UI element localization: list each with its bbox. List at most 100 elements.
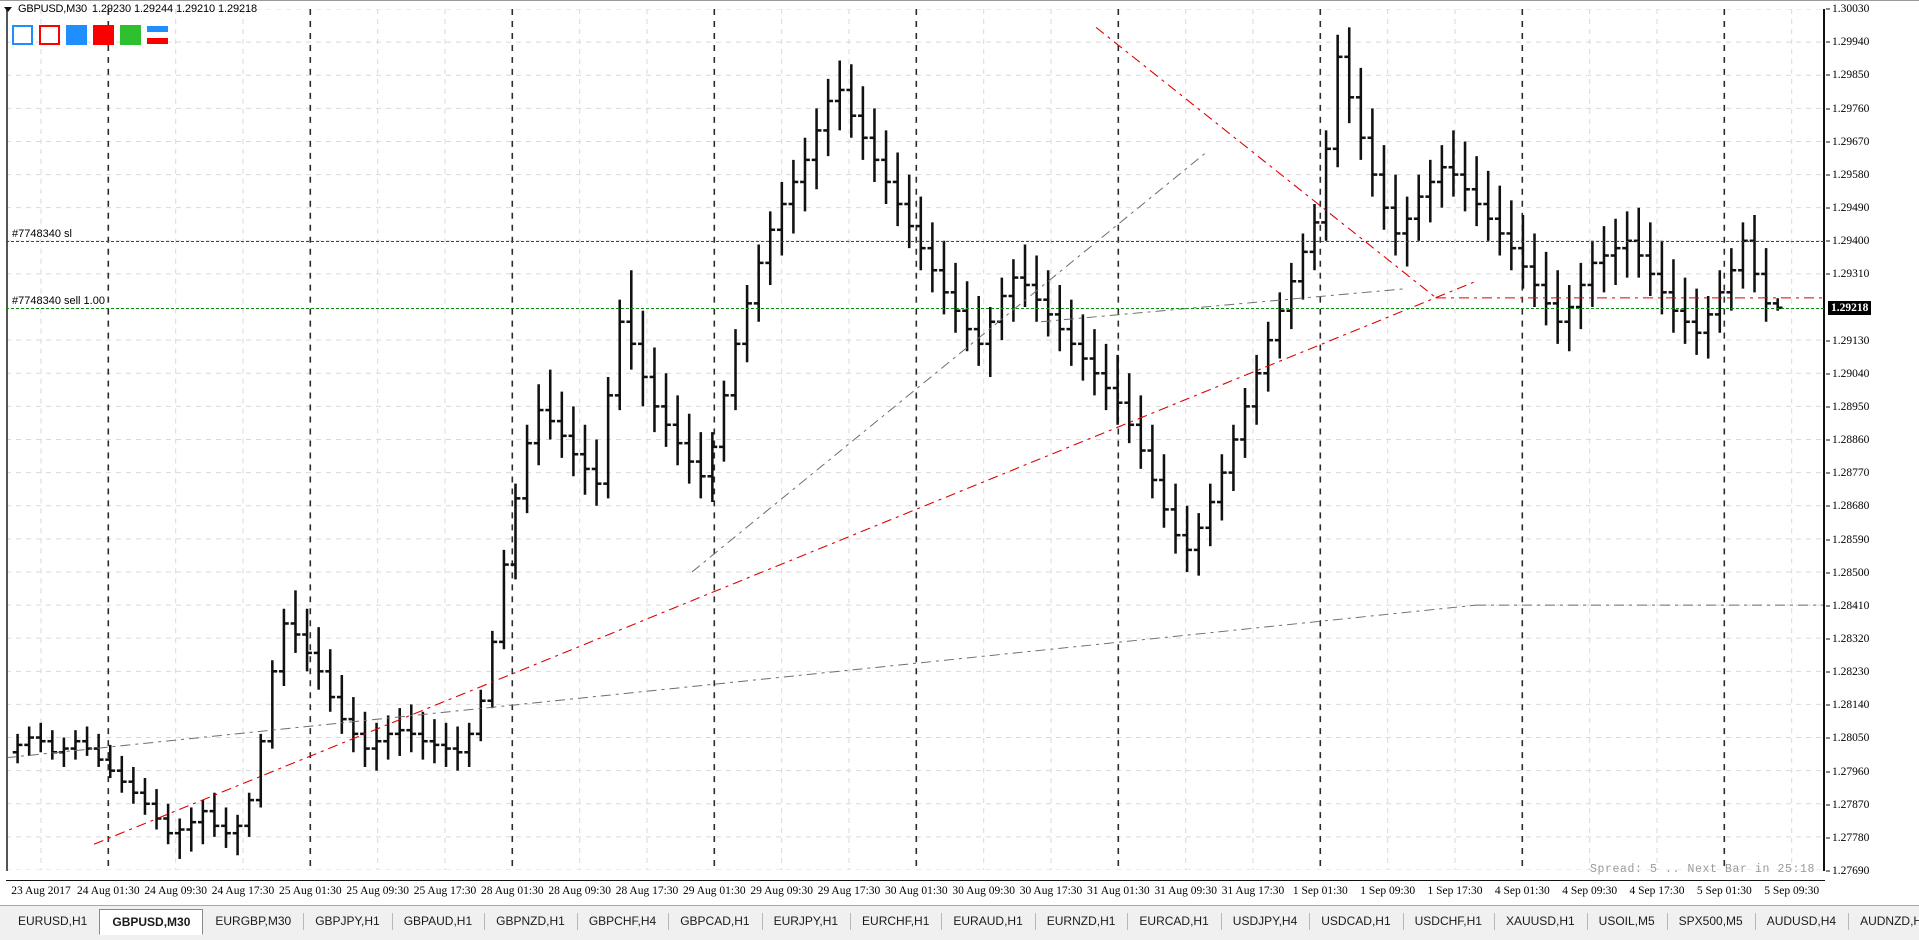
- chart-tab-gbpjpy-h1[interactable]: GBPJPY,H1: [303, 910, 392, 934]
- price-axis-label: 1.29940: [1832, 36, 1870, 49]
- time-axis-label: 25 Aug 09:30: [346, 885, 409, 897]
- spread-status-text: Spread: 5 .. Next Bar in 25:18: [1589, 863, 1815, 876]
- price-axis-label: 1.28590: [1832, 533, 1870, 546]
- price-axis[interactable]: 1.30030 1.29940 1.29850 1.29760 1.29670 1.295…: [1826, 1, 1919, 881]
- price-tick: [1826, 273, 1830, 275]
- time-axis-label: 28 Aug 17:30: [615, 885, 679, 897]
- price-axis-label: 1.29130: [1832, 334, 1870, 347]
- time-axis-label: 31 Aug 09:30: [1154, 885, 1217, 897]
- time-axis-label: 29 Aug 01:30: [682, 885, 746, 897]
- left-axis-rule: [6, 9, 8, 871]
- price-tick: [1826, 373, 1830, 375]
- red-swatch[interactable]: [93, 25, 114, 45]
- time-axis-label: 28 Aug 01:30: [480, 885, 544, 897]
- price-tick: [1826, 108, 1830, 109]
- price-tick: [1826, 8, 1830, 10]
- price-axis-label: 1.28140: [1832, 699, 1870, 712]
- chart-tab-audusd-h4[interactable]: AUDUSD,H4: [1754, 910, 1849, 934]
- time-axis-label: 4 Sep 17:30: [1629, 885, 1685, 897]
- chart-tab-gbpchf-h4[interactable]: GBPCHF,H4: [576, 910, 669, 934]
- time-axis-label: 25 Aug 17:30: [413, 885, 477, 897]
- chart-tab-gbpaud-h1[interactable]: GBPAUD,H1: [391, 910, 485, 934]
- chart-tab-eurcad-h1[interactable]: EURCAD,H1: [1127, 910, 1221, 934]
- price-tick: [1826, 704, 1830, 706]
- price-tick: [1826, 804, 1830, 806]
- chart-tab-gbpnzd-h1[interactable]: GBPNZD,H1: [484, 910, 577, 934]
- time-axis-label: 1 Sep 09:30: [1360, 885, 1416, 897]
- price-tick: [1826, 340, 1830, 341]
- hollow-blue-swatch[interactable]: [12, 25, 33, 45]
- time-axis-label: 28 Aug 09:30: [548, 885, 611, 897]
- price-axis-label: 1.28680: [1832, 500, 1870, 513]
- price-tick: [1826, 41, 1830, 43]
- trendline-overlays[interactable]: [6, 9, 1824, 870]
- price-axis-label: 1.27690: [1832, 865, 1870, 877]
- triangle-down-icon[interactable]: [4, 6, 12, 12]
- chart-window[interactable]: GBPUSD,M30 1.29230 1.29244 1.29210 1.292…: [0, 0, 1919, 905]
- price-axis-label: 1.29400: [1832, 235, 1870, 248]
- price-axis-label: 1.27870: [1832, 798, 1870, 811]
- price-tick: [1826, 539, 1830, 540]
- price-axis-label: 1.30030: [1832, 3, 1870, 15]
- price-tick: [1826, 572, 1830, 574]
- time-axis[interactable]: 23 Aug 2017 24 Aug 01:30 24 Aug 09:30 24 Au…: [0, 882, 1825, 906]
- chart-tab-eurjpy-h1[interactable]: EURJPY,H1: [761, 910, 851, 934]
- chart-tab-spx500-m5[interactable]: SPX500,M5: [1666, 910, 1755, 934]
- time-axis-label: 29 Aug 17:30: [817, 885, 881, 897]
- price-tick: [1826, 605, 1830, 607]
- time-axis-label: 30 Aug 09:30: [952, 885, 1015, 897]
- price-tick: [1826, 870, 1830, 872]
- price-axis-label: 1.28230: [1832, 666, 1870, 679]
- time-axis-label: 1 Sep 17:30: [1427, 885, 1483, 897]
- hollow-red-swatch[interactable]: [39, 25, 60, 45]
- green-swatch[interactable]: [120, 25, 141, 45]
- chart-tab-usdcad-h1[interactable]: USDCAD,H1: [1309, 910, 1403, 934]
- price-axis-label: 1.28860: [1832, 434, 1870, 446]
- time-axis-label: 30 Aug 01:30: [884, 885, 948, 897]
- blue-red-split-swatch[interactable]: [147, 25, 168, 45]
- price-axis-label: 1.28500: [1832, 566, 1870, 579]
- time-axis-label: 31 Aug 17:30: [1221, 885, 1285, 897]
- time-axis-label: 29 Aug 09:30: [750, 885, 813, 897]
- chart-tab-usdjpy-h4[interactable]: USDJPY,H4: [1220, 910, 1310, 934]
- chart-tab-eurusd-h1[interactable]: EURUSD,H1: [6, 910, 100, 934]
- chart-gridlines: [6, 9, 1824, 870]
- chart-tab-usoil-m5[interactable]: USOIL,M5: [1586, 910, 1667, 934]
- blue-swatch[interactable]: [66, 25, 87, 45]
- color-swatch-toolbar[interactable]: [12, 25, 168, 45]
- chart-tab-eurnzd-h1[interactable]: EURNZD,H1: [1034, 910, 1128, 934]
- price-axis-label: 1.29490: [1832, 201, 1870, 214]
- price-bars: [12, 27, 1783, 859]
- price-axis-label: 1.27780: [1832, 831, 1870, 844]
- right-axis-rule: [1823, 9, 1825, 871]
- chart-tab-gbpusd-m30[interactable]: GBPUSD,M30: [99, 909, 204, 935]
- price-axis-label: 1.27960: [1832, 765, 1870, 778]
- chart-tab-eurchf-h1[interactable]: EURCHF,H1: [850, 910, 942, 934]
- chart-tab-eurgbp-m30[interactable]: EURGBP,M30: [203, 910, 304, 934]
- price-tick: [1826, 207, 1830, 209]
- chart-tab-euraud-h1[interactable]: EURAUD,H1: [941, 910, 1035, 934]
- chart-plot-area[interactable]: [6, 9, 1824, 870]
- chart-tab-usdchf-h1[interactable]: USDCHF,H1: [1402, 910, 1494, 934]
- current-price-label: 1.29218: [1828, 301, 1872, 316]
- price-axis-label: 1.29040: [1832, 367, 1870, 380]
- price-axis-label: 1.29580: [1832, 168, 1870, 181]
- time-axis-label: 5 Sep 01:30: [1696, 885, 1752, 897]
- price-tick: [1826, 737, 1830, 739]
- chart-tab-audnzd-h1[interactable]: AUDNZD,H1: [1848, 910, 1919, 934]
- price-axis-label: 1.28770: [1832, 467, 1870, 480]
- price-tick: [1826, 74, 1830, 76]
- chart-title-bar: GBPUSD,M30 1.29230 1.29244 1.29210 1.292…: [4, 2, 257, 16]
- price-tick: [1826, 472, 1830, 474]
- time-axis-label: 24 Aug 09:30: [144, 885, 207, 897]
- price-tick: [1826, 439, 1830, 441]
- price-axis-label: 1.28410: [1832, 599, 1870, 612]
- time-axis-label: 30 Aug 17:30: [1019, 885, 1083, 897]
- chart-tab-gbpcad-h1[interactable]: GBPCAD,H1: [668, 910, 762, 934]
- time-axis-label: 23 Aug 2017: [11, 885, 71, 897]
- chart-tab-xauusd-h1[interactable]: XAUUSD,H1: [1493, 910, 1587, 934]
- price-axis-label: 1.28320: [1832, 632, 1870, 645]
- price-tick: [1826, 505, 1830, 507]
- chart-tab-bar[interactable]: EURUSD,H1 GBPUSD,M30 EURGBP,M30 GBPJPY,H1 GB…: [0, 905, 1919, 940]
